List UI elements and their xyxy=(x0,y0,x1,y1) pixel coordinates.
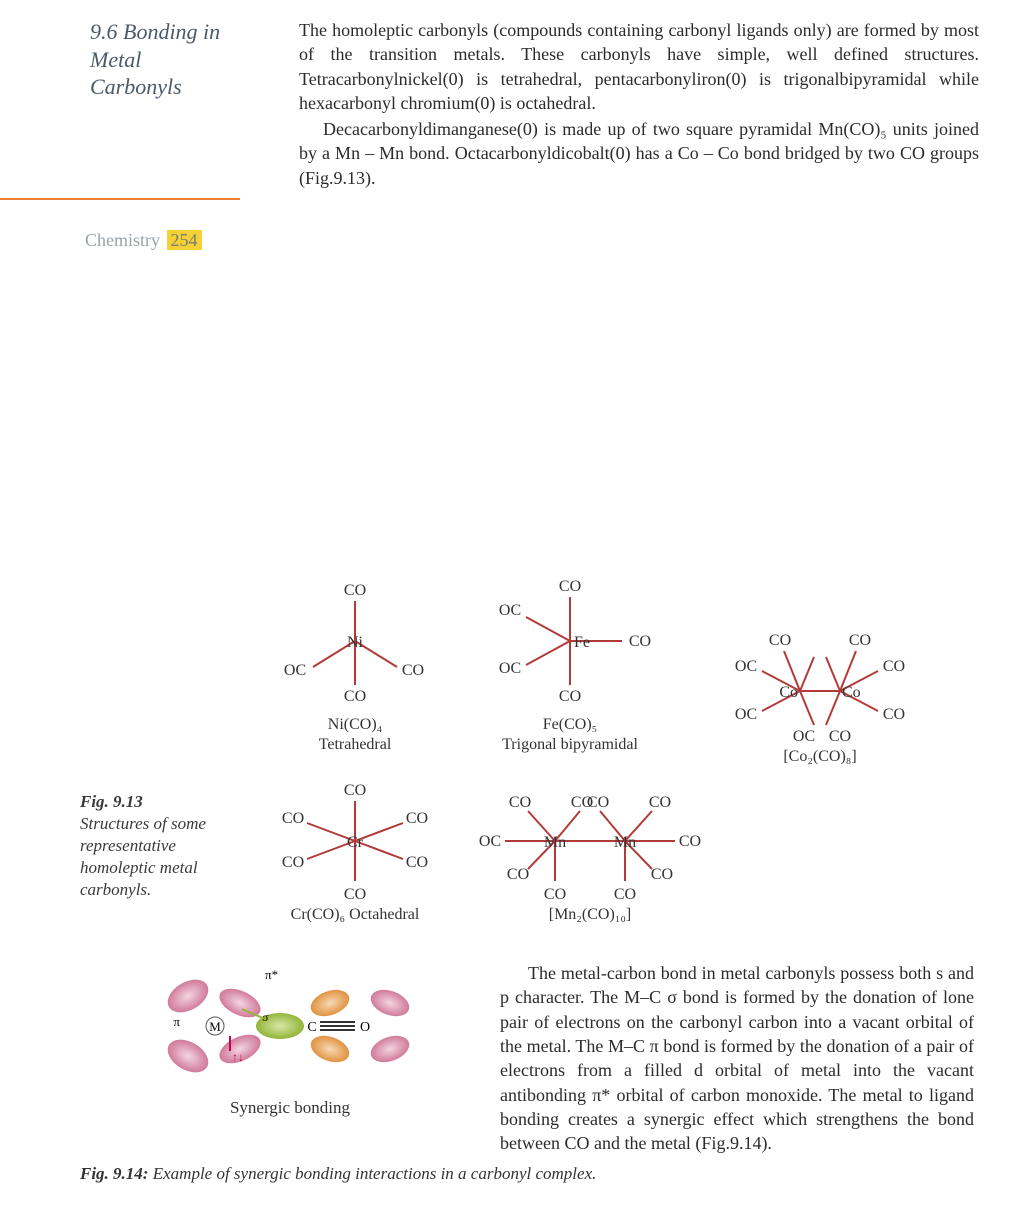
figure-9-14-row: M C O π* π σ ↑↓ Synergic bonding The met… xyxy=(0,961,1024,1155)
figure-9-13: Fig. 9.13 Structures of some representat… xyxy=(0,561,1024,931)
svg-text:CO: CO xyxy=(544,886,566,903)
svg-text:[Mn₂(CO)₁₀]: [Mn₂(CO)₁₀] xyxy=(549,906,632,923)
figure-9-14-number: Fig. 9.14: xyxy=(80,1164,148,1183)
svg-text:CO: CO xyxy=(849,632,871,649)
svg-text:OC: OC xyxy=(735,706,757,723)
figure-9-14-caption-text: Example of synergic bonding interactions… xyxy=(153,1164,597,1183)
synergic-label: Synergic bonding xyxy=(80,1098,500,1118)
svg-text:CO: CO xyxy=(649,794,671,811)
svg-text:CO: CO xyxy=(282,810,304,827)
paragraph-1: The homoleptic carbonyls (compounds cont… xyxy=(299,18,979,115)
svg-text:Trigonal bipyramidal: Trigonal bipyramidal xyxy=(502,736,638,753)
svg-text:OC: OC xyxy=(499,660,521,677)
subject-label: Chemistry xyxy=(85,230,160,250)
svg-text:CO: CO xyxy=(829,728,851,745)
svg-text:CO: CO xyxy=(559,688,581,705)
header-rule xyxy=(0,198,240,200)
figure-9-14-block: M C O π* π σ ↑↓ Synergic bonding xyxy=(80,961,500,1118)
svg-text:CO: CO xyxy=(406,810,428,827)
svg-text:CO: CO xyxy=(679,833,701,850)
svg-text:Mn: Mn xyxy=(544,834,566,851)
svg-text:[Co₂(CO)₈]: [Co₂(CO)₈] xyxy=(783,748,856,765)
svg-text:σ: σ xyxy=(262,1010,269,1024)
svg-text:CO: CO xyxy=(344,886,366,903)
svg-text:Ni: Ni xyxy=(347,634,364,651)
svg-text:CO: CO xyxy=(402,662,424,679)
paragraph-3-block: The metal-carbon bond in metal carbonyls… xyxy=(500,961,974,1155)
svg-text:C: C xyxy=(307,1020,316,1035)
svg-text:OC: OC xyxy=(479,833,501,850)
svg-text:Mn: Mn xyxy=(614,834,636,851)
running-head: Chemistry 254 xyxy=(85,230,1024,251)
section-title-2: Metal xyxy=(90,47,141,72)
svg-text:O: O xyxy=(360,1020,370,1035)
figure-9-13-caption: Structures of some representative homole… xyxy=(80,813,250,901)
paragraph-3: The metal-carbon bond in metal carbonyls… xyxy=(500,961,974,1155)
svg-text:Ni(CO)₄: Ni(CO)₄ xyxy=(328,716,383,733)
synergic-bonding-svg: M C O π* π σ ↑↓ xyxy=(140,961,440,1091)
svg-text:M: M xyxy=(209,1019,221,1034)
figure-9-13-caption-block: Fig. 9.13 Structures of some representat… xyxy=(80,791,250,901)
svg-text:CO: CO xyxy=(509,794,531,811)
svg-text:CO: CO xyxy=(559,578,581,595)
svg-text:CO: CO xyxy=(769,632,791,649)
section-title-3: Carbonyls xyxy=(90,74,182,99)
svg-text:CO: CO xyxy=(651,866,673,883)
svg-text:CO: CO xyxy=(629,633,651,650)
svg-text:CO: CO xyxy=(507,866,529,883)
page-number: 254 xyxy=(167,230,202,250)
svg-text:OC: OC xyxy=(793,728,815,745)
svg-text:Fe(CO)₅: Fe(CO)₅ xyxy=(543,716,597,733)
svg-text:Co: Co xyxy=(779,684,798,701)
section-title-1: Bonding in xyxy=(123,19,220,44)
svg-text:CO: CO xyxy=(883,706,905,723)
svg-text:CO: CO xyxy=(282,854,304,871)
figure-9-13-number: Fig. 9.13 xyxy=(80,791,250,813)
svg-text:Fe: Fe xyxy=(574,634,590,651)
svg-text:Tetrahedral: Tetrahedral xyxy=(319,736,392,753)
svg-text:OC: OC xyxy=(735,658,757,675)
svg-text:CO: CO xyxy=(344,582,366,599)
svg-text:π*: π* xyxy=(265,967,278,982)
body-column: The homoleptic carbonyls (compounds cont… xyxy=(299,18,979,192)
page: 9.6 Bonding in Metal Carbonyls The homol… xyxy=(0,0,1024,1186)
svg-text:CO: CO xyxy=(406,854,428,871)
svg-text:Co: Co xyxy=(842,684,861,701)
section-number: 9.6 xyxy=(90,19,118,44)
svg-text:CO: CO xyxy=(614,886,636,903)
svg-text:Cr: Cr xyxy=(347,834,364,851)
section-heading: 9.6 Bonding in Metal Carbonyls xyxy=(90,18,285,101)
svg-text:CO: CO xyxy=(587,794,609,811)
svg-text:↑↓: ↑↓ xyxy=(232,1050,244,1064)
figure-9-14-caption: Fig. 9.14: Example of synergic bonding i… xyxy=(80,1163,964,1186)
svg-text:Cr(CO)₆ Octahedral: Cr(CO)₆ Octahedral xyxy=(291,906,420,923)
svg-text:π: π xyxy=(173,1014,180,1029)
svg-text:CO: CO xyxy=(344,782,366,799)
svg-text:CO: CO xyxy=(883,658,905,675)
svg-text:OC: OC xyxy=(499,602,521,619)
header-row: 9.6 Bonding in Metal Carbonyls The homol… xyxy=(0,0,1024,192)
carbonyl-structures-svg: .bnd{stroke:#b43a3a;stroke-width:2;} .lt… xyxy=(260,561,980,931)
svg-text:CO: CO xyxy=(344,688,366,705)
svg-text:OC: OC xyxy=(284,662,306,679)
paragraph-2: Decacarbonyldimanganese(0) is made up of… xyxy=(299,117,979,190)
